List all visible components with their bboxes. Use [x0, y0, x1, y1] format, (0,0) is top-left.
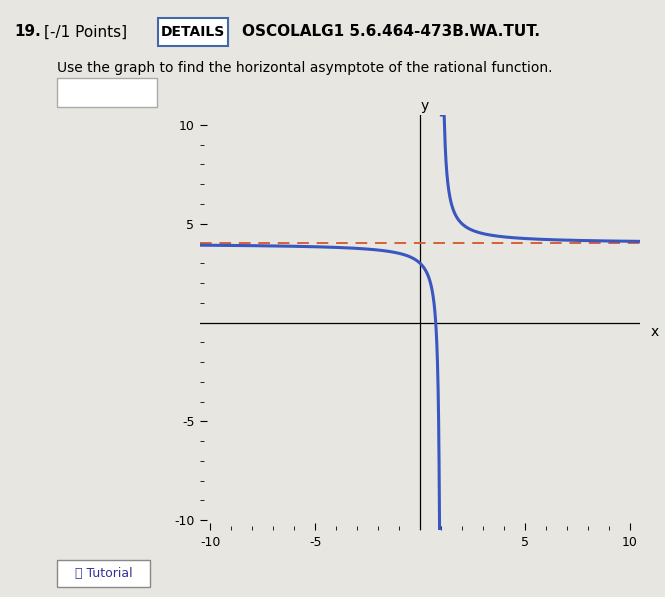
Text: OSCOLALG1 5.6.464-473B.WA.TUT.: OSCOLALG1 5.6.464-473B.WA.TUT. — [242, 24, 540, 39]
Text: x: x — [650, 325, 659, 339]
Text: 19.: 19. — [14, 24, 41, 39]
Text: DETAILS: DETAILS — [161, 25, 225, 39]
Text: 💬 Tutorial: 💬 Tutorial — [74, 567, 132, 580]
Text: [-/1 Points]: [-/1 Points] — [44, 24, 127, 39]
Text: y: y — [420, 99, 428, 113]
Text: Use the graph to find the horizontal asymptote of the rational function.: Use the graph to find the horizontal asy… — [57, 61, 553, 75]
